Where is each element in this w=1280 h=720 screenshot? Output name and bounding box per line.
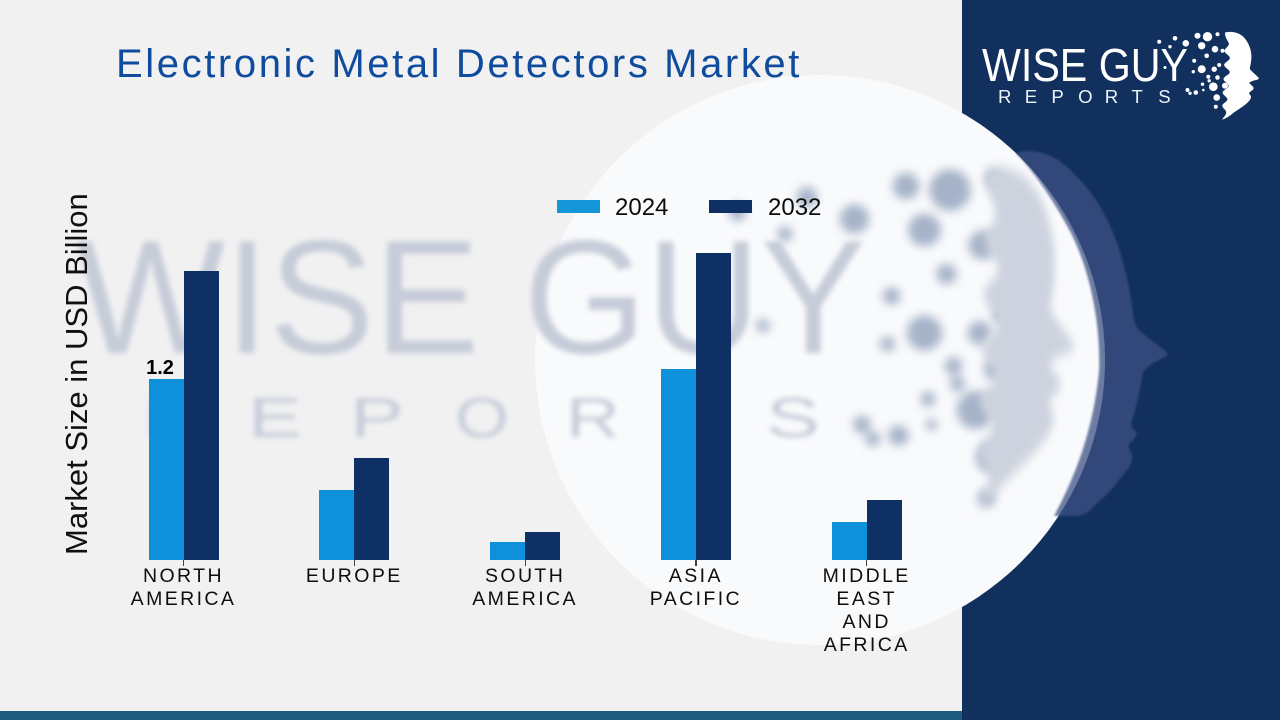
svg-text:S: S bbox=[1158, 86, 1170, 107]
svg-text:R: R bbox=[998, 86, 1011, 107]
svg-text:R: R bbox=[1105, 86, 1118, 107]
svg-text:O: O bbox=[1078, 86, 1092, 107]
svg-text:P: P bbox=[350, 386, 404, 450]
svg-text:E: E bbox=[1025, 86, 1037, 107]
svg-text:R: R bbox=[566, 386, 620, 450]
svg-text:WISE GUY: WISE GUY bbox=[982, 39, 1188, 91]
svg-text:O: O bbox=[455, 386, 509, 450]
svg-text:P: P bbox=[1051, 86, 1063, 107]
svg-text:T: T bbox=[1132, 86, 1143, 107]
svg-text:E: E bbox=[248, 386, 302, 450]
svg-text:S: S bbox=[766, 386, 820, 450]
